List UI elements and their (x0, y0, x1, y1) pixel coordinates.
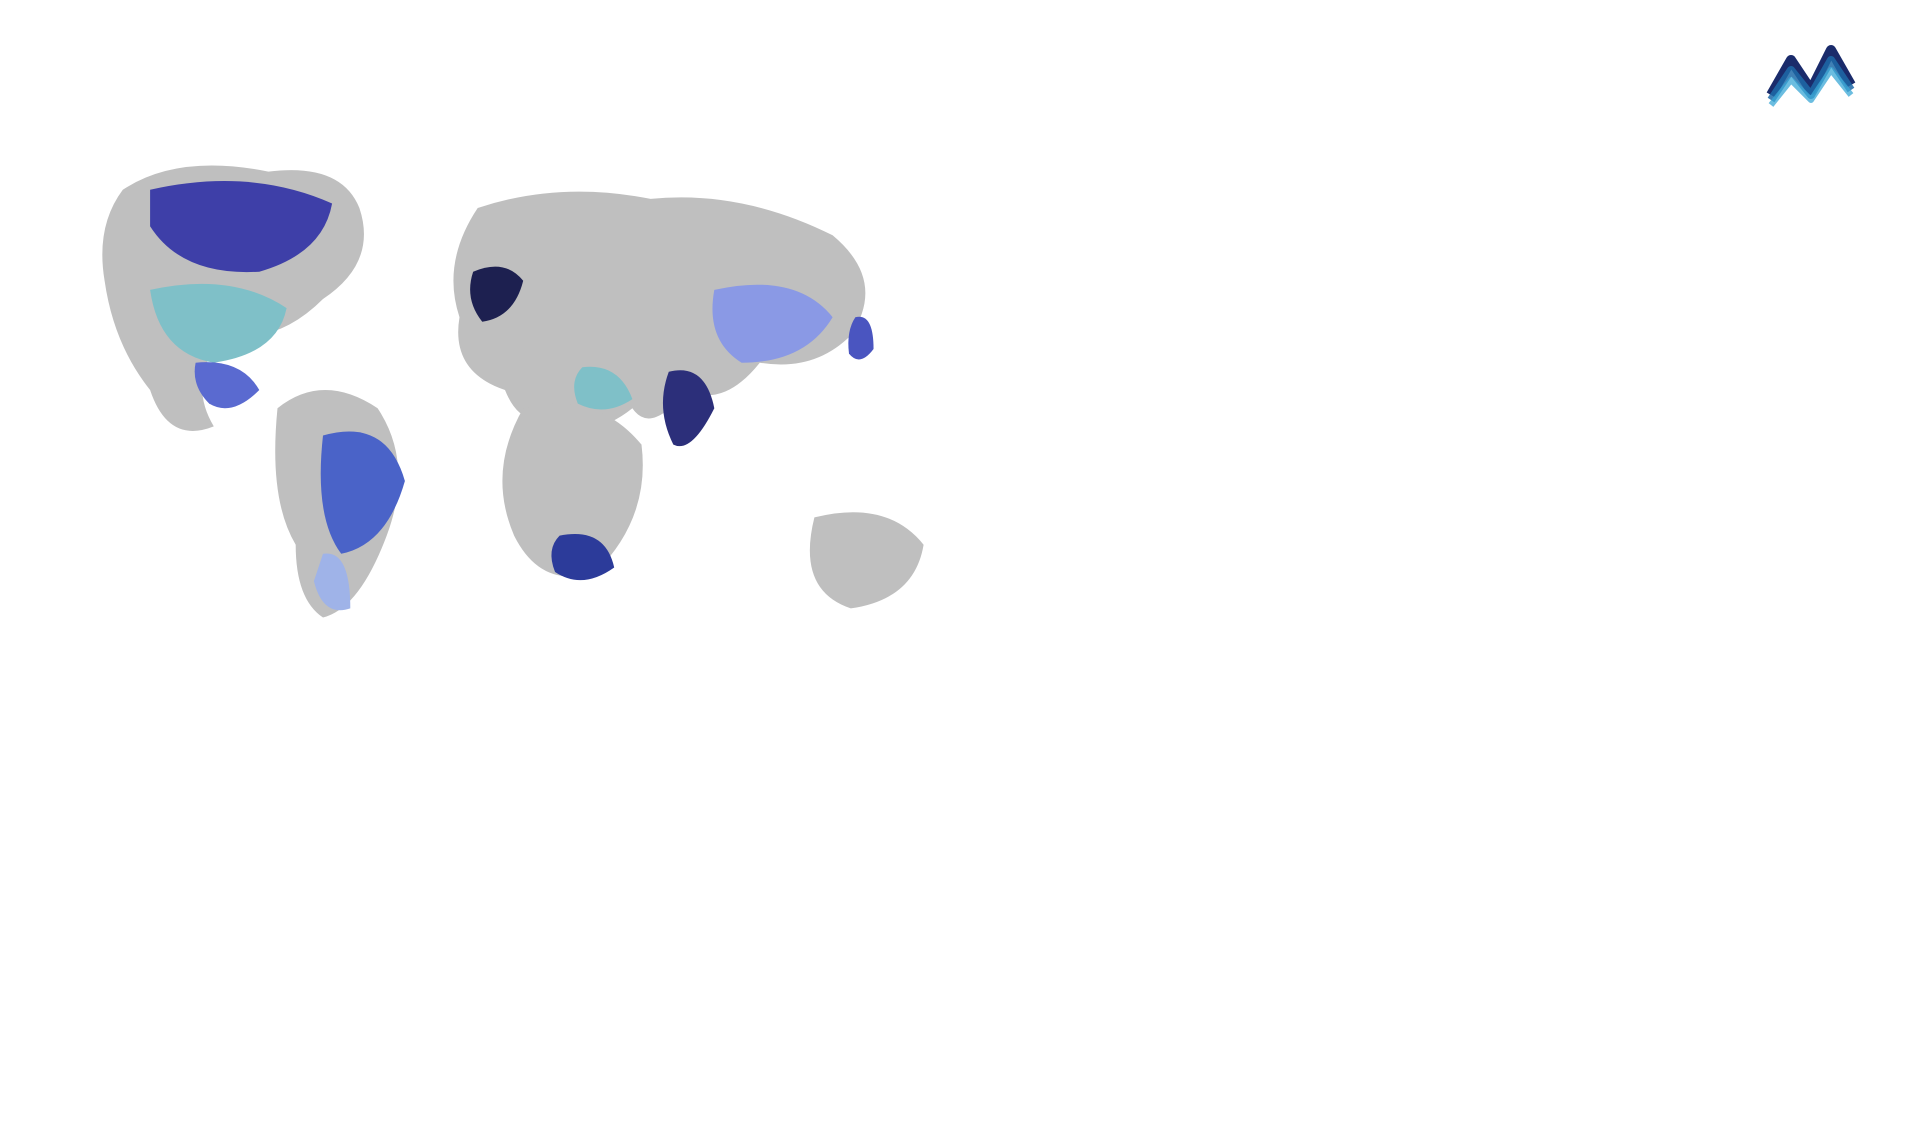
main-row (50, 130, 1870, 650)
forecast-svg (1000, 130, 1870, 650)
bottom-row (50, 690, 1870, 1070)
header-row (50, 40, 1870, 110)
regional-donut (1230, 749, 1510, 1029)
segmentation-panel (50, 690, 570, 1070)
regional-panel (1230, 690, 1870, 1070)
logo (1766, 40, 1870, 110)
logo-icon (1766, 40, 1856, 110)
players-body (620, 708, 1180, 712)
map-svg (50, 130, 960, 650)
segmentation-legend (400, 708, 570, 1070)
segmentation-chart (50, 708, 380, 1070)
world-map (50, 130, 960, 650)
forecast-chart (1000, 130, 1870, 650)
players-panel (620, 690, 1180, 1070)
